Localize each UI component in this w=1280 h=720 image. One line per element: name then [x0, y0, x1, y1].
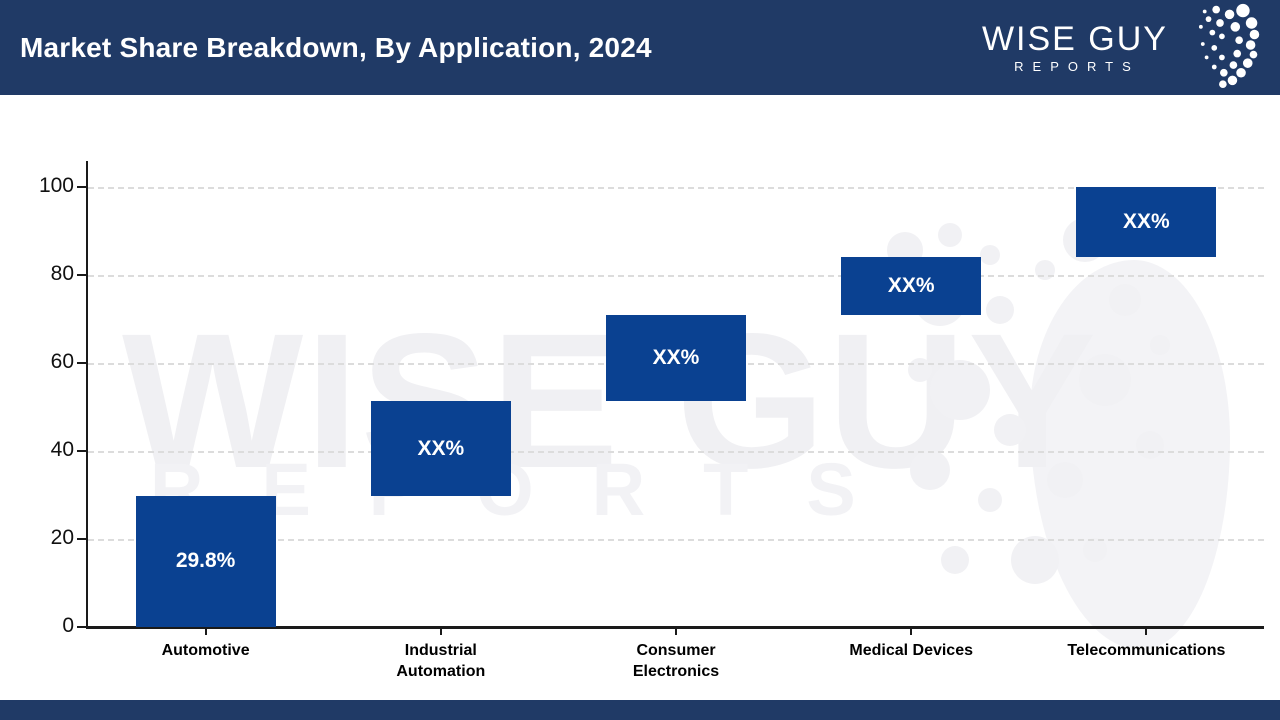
- y-tick-mark: [77, 362, 86, 364]
- y-tick-mark: [77, 538, 86, 540]
- gridline: [88, 539, 1264, 541]
- x-tick-mark: [1145, 627, 1148, 635]
- footer-bar: [0, 700, 1280, 720]
- bar-industrial-automation: XX%: [370, 401, 511, 496]
- bar-value-label: XX%: [1123, 210, 1170, 234]
- x-category-label: Telecommunications: [1067, 642, 1226, 659]
- bar-telecommunications: XX%: [1076, 187, 1217, 258]
- bar-value-label: XX%: [652, 345, 700, 369]
- y-tick-label: 0: [62, 614, 74, 637]
- y-tick-label: 20: [50, 526, 74, 549]
- x-tick-mark: [204, 627, 207, 635]
- logo-wordmark: WISE GUY: [981, 20, 1168, 58]
- page-title: Market Share Breakdown, By Application, …: [20, 31, 652, 63]
- y-tick-mark: [77, 626, 86, 628]
- x-category-label: Automotive: [161, 642, 250, 659]
- bar-consumer-electronics: XX%: [606, 314, 746, 402]
- bar-medical-devices: XX%: [841, 257, 982, 315]
- x-category-label: Industrial Automation: [396, 642, 486, 680]
- y-tick-label: 40: [50, 438, 74, 461]
- header-bar: Market Share Breakdown, By Application, …: [0, 0, 1280, 95]
- logo-subtext: REPORTS: [1014, 59, 1140, 74]
- y-tick-label: 60: [50, 350, 74, 373]
- y-axis-line: [86, 161, 88, 629]
- bar-value-label: XX%: [417, 436, 465, 460]
- gridline: [88, 187, 1264, 189]
- x-category-label: Consumer Electronics: [632, 642, 720, 680]
- bar-value-label: 29.8%: [175, 549, 236, 573]
- bar-value-label: XX%: [887, 273, 935, 297]
- wiseguy-face-icon: [1178, 1, 1262, 94]
- y-tick-label: 100: [38, 174, 74, 197]
- x-category-label: Medical Devices: [849, 642, 973, 659]
- y-tick-mark: [77, 450, 86, 452]
- x-tick-mark: [910, 627, 913, 635]
- y-tick-mark: [77, 274, 86, 276]
- bar-automotive: 29.8%: [135, 495, 276, 627]
- x-tick-mark: [439, 627, 442, 635]
- wiseguy-logo: WISE GUY REPORTS: [982, 1, 1280, 94]
- y-tick-mark: [77, 186, 86, 188]
- gridline: [88, 451, 1264, 453]
- waterfall-chart: 0 20 40 60 80 100 29.8% Automotive XX% Industrial…: [39, 161, 1264, 680]
- gridline: [88, 275, 1264, 277]
- y-tick-label: 80: [50, 262, 74, 285]
- x-tick-mark: [675, 627, 677, 635]
